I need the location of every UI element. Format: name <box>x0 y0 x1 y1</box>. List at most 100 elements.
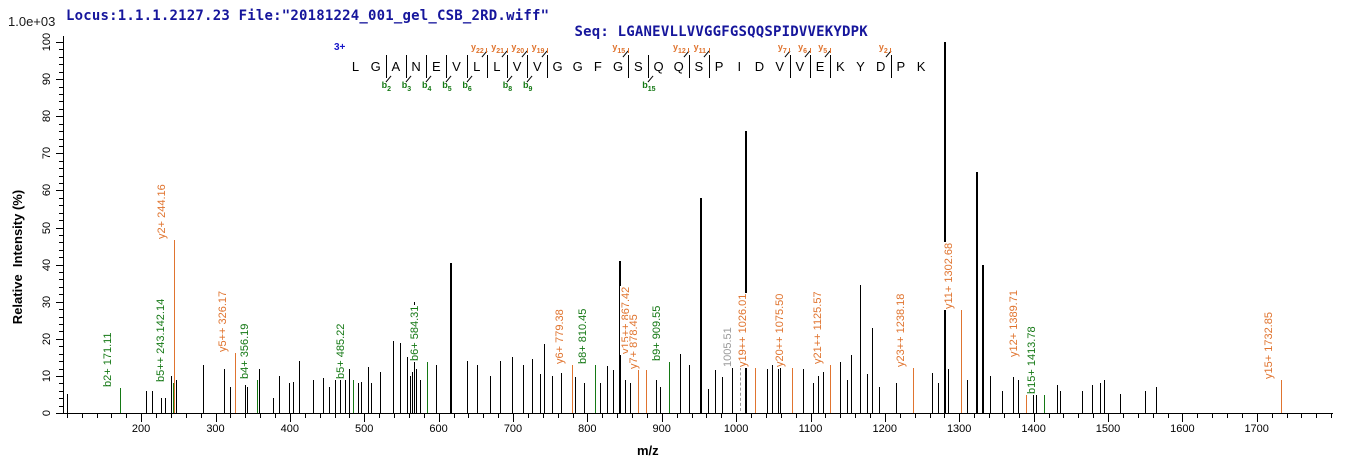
peak <box>966 379 968 413</box>
x-minor-tick <box>349 414 351 418</box>
peak <box>745 131 747 413</box>
y-tick-label: 80 <box>41 110 53 123</box>
x-major-tick <box>1033 414 1035 422</box>
peak <box>161 398 163 413</box>
peak <box>312 379 314 413</box>
peak <box>867 374 868 413</box>
peak <box>860 285 862 413</box>
x-tick-label: 1000 <box>723 423 749 435</box>
peak <box>839 362 841 413</box>
y-tick-label: 100 <box>41 32 53 52</box>
peak <box>561 373 563 413</box>
fragmentation-divider <box>709 55 710 78</box>
x-tick-label: 1400 <box>1021 423 1046 435</box>
peak <box>449 262 452 413</box>
peak <box>292 381 294 413</box>
y-ion-tick <box>486 48 488 53</box>
y-ion-site-label: y5 <box>818 42 828 55</box>
x-minor-tick <box>825 414 827 418</box>
peak <box>145 390 147 413</box>
x-minor-tick <box>200 414 202 418</box>
annotated-peak-b-ion <box>119 388 121 413</box>
y-minor-tick <box>59 205 63 207</box>
x-minor-tick <box>394 414 395 418</box>
annotated-peak-y-ion <box>961 310 963 413</box>
peak <box>66 394 68 413</box>
peak <box>164 398 166 413</box>
peak <box>612 370 614 413</box>
annotated-peak-y-ion <box>1281 380 1283 413</box>
fragmentation-divider <box>810 55 811 78</box>
peak <box>777 368 779 413</box>
peak <box>511 357 513 413</box>
fragmentation-divider <box>628 55 630 78</box>
peak <box>409 375 411 413</box>
peak <box>244 385 246 413</box>
peak <box>878 387 880 413</box>
peak-label: y6+ 779.38 <box>554 308 566 365</box>
peak <box>1057 385 1059 413</box>
peak <box>1018 379 1019 413</box>
peak <box>358 383 360 413</box>
x-minor-tick <box>1271 414 1273 418</box>
y-ion-tick <box>526 48 528 53</box>
peak <box>531 359 533 413</box>
peak <box>176 379 177 413</box>
fragmentation-divider <box>426 55 428 78</box>
x-tick-label: 900 <box>652 423 671 435</box>
annotated-peak-y-ion <box>637 355 639 413</box>
sequence-residue: Y <box>856 59 865 74</box>
x-minor-tick <box>468 414 470 418</box>
x-minor-tick <box>1093 414 1095 418</box>
sequence-residue: S <box>633 59 643 74</box>
y-ion-tick <box>829 48 831 53</box>
peak <box>367 366 369 413</box>
sequence-residue: L <box>351 59 360 74</box>
peak-label: y2+ 244.16 <box>155 183 168 240</box>
x-minor-tick <box>1212 414 1214 418</box>
locus-file-header: Locus:1.1.1.2127.23 File:"20181224_001_g… <box>66 8 550 24</box>
sequence-residue: K <box>835 59 845 74</box>
peak-label: y21++ 1125.57 <box>811 290 824 365</box>
y-major-tick <box>56 375 63 377</box>
annotated-peak-b-ion <box>1043 395 1045 413</box>
y-minor-tick <box>59 242 63 244</box>
x-minor-tick <box>275 414 276 418</box>
sequence-residue: V <box>452 59 461 74</box>
fragmentation-divider <box>789 55 791 78</box>
x-minor-tick <box>260 414 262 418</box>
x-minor-tick <box>557 414 559 418</box>
peak <box>660 387 662 413</box>
x-tick-label: 500 <box>355 423 374 435</box>
y-ion-site-label: y12 <box>672 42 686 55</box>
y-major-tick <box>56 264 63 266</box>
x-minor-tick <box>1048 414 1050 418</box>
annotated-peak-y-ion <box>234 353 236 413</box>
x-minor-tick <box>676 414 678 418</box>
peak <box>1059 390 1061 413</box>
annotated-peak-y-ion <box>572 365 573 413</box>
y-minor-tick <box>59 168 63 170</box>
x-major-tick <box>1108 414 1109 422</box>
y-ion-site-label: y7 <box>777 42 787 55</box>
x-tick-label: 1300 <box>946 423 972 435</box>
sequence-residue: A <box>391 59 401 74</box>
sequence-residue: K <box>916 59 926 74</box>
fragmentation-divider <box>688 55 690 78</box>
x-major-tick <box>810 414 812 422</box>
y-major-tick <box>56 116 63 118</box>
y-minor-tick <box>59 316 63 318</box>
x-minor-tick <box>602 414 604 418</box>
x-minor-tick <box>334 414 336 418</box>
x-axis-line <box>63 413 1333 414</box>
y-minor-tick <box>59 346 63 348</box>
peak <box>322 377 324 413</box>
x-major-tick <box>438 414 440 422</box>
peak-label: y20++ 1075.50 <box>774 292 787 368</box>
x-minor-tick <box>81 414 83 418</box>
peak <box>224 368 226 413</box>
peak <box>1092 385 1094 413</box>
b-ion-site-label: b6 <box>462 80 472 93</box>
